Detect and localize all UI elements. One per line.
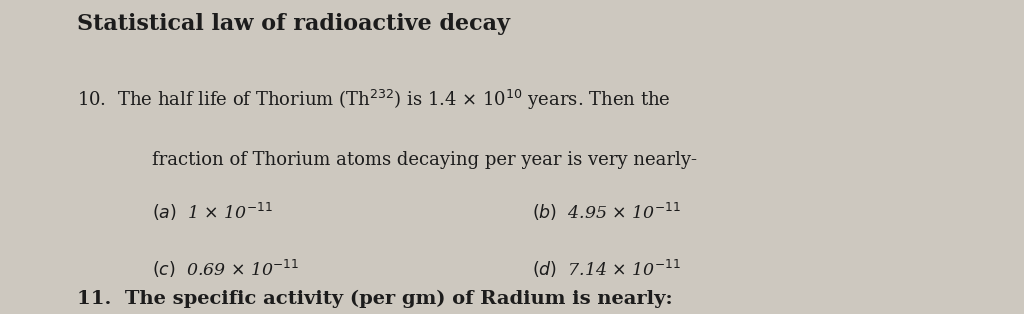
Text: $(a)$  1 $\times$ 10$^{-11}$: $(a)$ 1 $\times$ 10$^{-11}$ [152, 201, 272, 223]
Text: 10.  The half life of Thorium (Th$^{232}$) is 1.4 $\times$ 10$^{10}$ years. Then: 10. The half life of Thorium (Th$^{232}$… [77, 88, 671, 112]
Text: fraction of Thorium atoms decaying per year is very nearly-: fraction of Thorium atoms decaying per y… [152, 151, 696, 169]
Text: $(c)$  0.69 $\times$ 10$^{-11}$: $(c)$ 0.69 $\times$ 10$^{-11}$ [152, 257, 299, 279]
Text: $(b)$  4.95 $\times$ 10$^{-11}$: $(b)$ 4.95 $\times$ 10$^{-11}$ [532, 201, 681, 223]
Text: Statistical law of radioactive decay: Statistical law of radioactive decay [77, 13, 510, 35]
Text: 11.  The specific activity (per gm) of Radium is nearly:: 11. The specific activity (per gm) of Ra… [77, 290, 673, 308]
Text: $(d)$  7.14 $\times$ 10$^{-11}$: $(d)$ 7.14 $\times$ 10$^{-11}$ [532, 257, 681, 279]
